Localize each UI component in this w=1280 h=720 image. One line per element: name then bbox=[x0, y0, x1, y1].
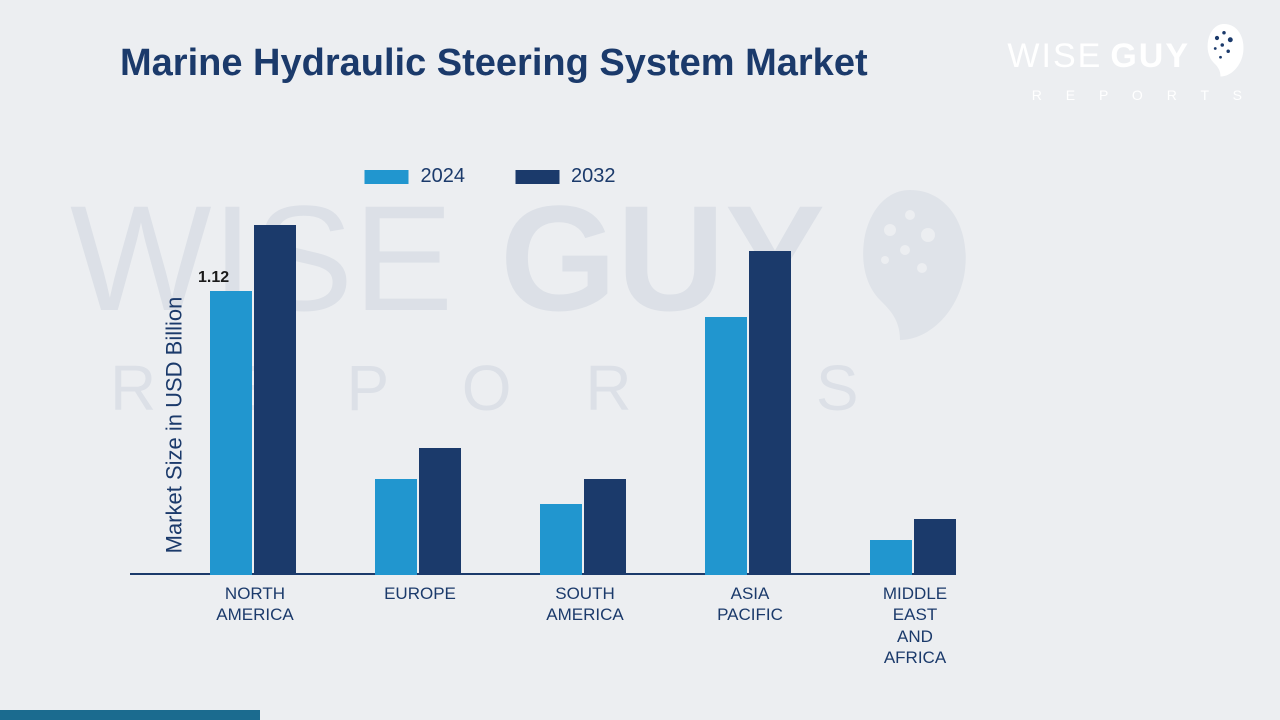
bar-series-2024 bbox=[210, 291, 252, 575]
category-label: ASIAPACIFIC bbox=[680, 583, 820, 626]
right-panel bbox=[960, 0, 1280, 720]
page-root: WISE GUY R E P O R T S WISE GUY bbox=[0, 0, 1280, 720]
legend-swatch bbox=[515, 170, 559, 184]
footer-accent-bar bbox=[0, 710, 260, 720]
logo-subline: R E P O R T S bbox=[1007, 87, 1252, 103]
brand-logo: WISE GUY R E P O R T S bbox=[1007, 24, 1252, 103]
chart-title: Marine Hydraulic Steering System Market bbox=[120, 40, 880, 88]
logo-word-wise: WISE bbox=[1007, 37, 1102, 76]
category-label: SOUTHAMERICA bbox=[515, 583, 655, 626]
bar-series-2032 bbox=[254, 225, 296, 575]
legend-label: 2032 bbox=[571, 165, 616, 188]
plot-area: 1.12NORTHAMERICAEUROPESOUTHAMERICAASIAPA… bbox=[130, 195, 920, 575]
category-label: NORTHAMERICA bbox=[185, 583, 325, 626]
bar-series-2024 bbox=[375, 479, 417, 575]
bar-series-2024 bbox=[540, 504, 582, 575]
logo-word-guy: GUY bbox=[1110, 37, 1190, 76]
head-icon bbox=[1196, 24, 1252, 89]
legend: 2024 2032 bbox=[365, 165, 616, 188]
bar-series-2024 bbox=[705, 317, 747, 575]
chart-area: 20242032 Market Size in USD Billion 1.12… bbox=[60, 165, 920, 685]
bar-value-label: 1.12 bbox=[198, 269, 229, 287]
legend-item: 2032 bbox=[515, 165, 616, 188]
legend-label: 2024 bbox=[421, 165, 466, 188]
bar-series-2032 bbox=[914, 519, 956, 575]
bar-series-2032 bbox=[419, 448, 461, 575]
legend-swatch bbox=[365, 170, 409, 184]
bar-series-2032 bbox=[584, 479, 626, 575]
category-label: MIDDLEEASTANDAFRICA bbox=[845, 583, 985, 668]
bar-series-2032 bbox=[749, 251, 791, 575]
legend-item: 2024 bbox=[365, 165, 466, 188]
category-label: EUROPE bbox=[350, 583, 490, 604]
bar-series-2024 bbox=[870, 540, 912, 575]
